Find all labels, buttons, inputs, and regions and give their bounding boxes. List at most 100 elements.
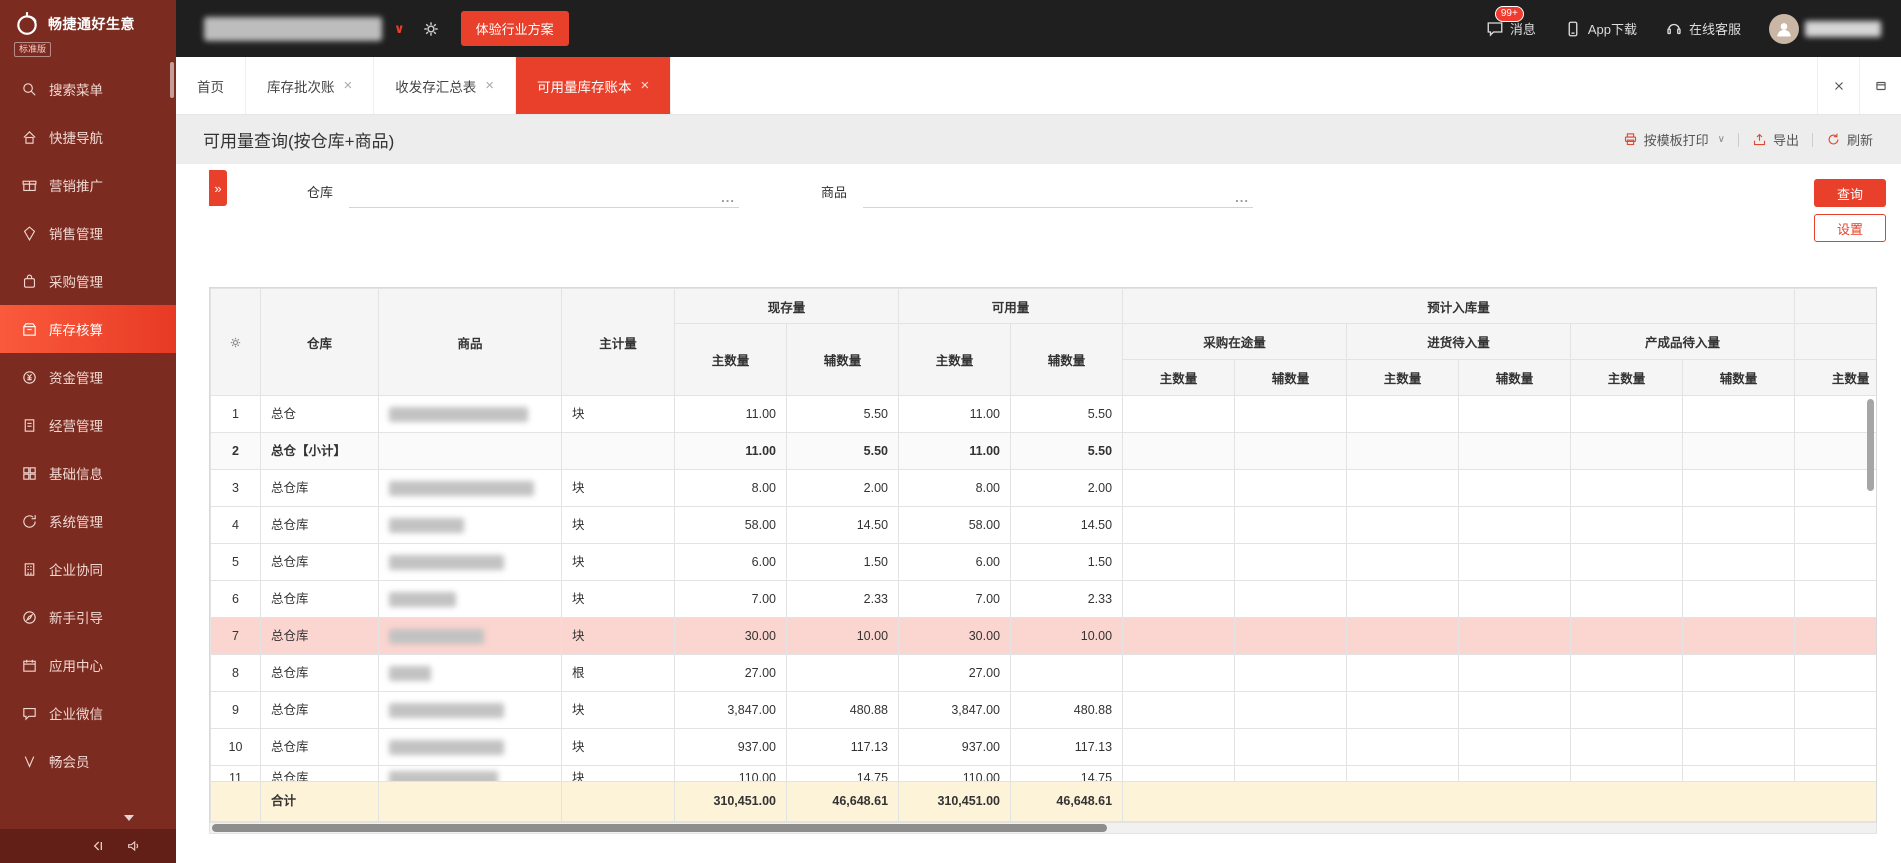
sidebar-item-quick-nav[interactable]: 快捷导航 — [0, 113, 176, 161]
app-download-button[interactable]: App下载 — [1564, 19, 1637, 38]
cell-finished-main[interactable] — [1570, 469, 1684, 507]
cell-incoming-aux[interactable] — [1458, 506, 1572, 544]
cell-finished-main[interactable] — [1570, 432, 1684, 470]
table-row[interactable]: 8 总仓库根 27.00 27.00 — [210, 654, 1876, 692]
cell-available-main-qty[interactable]: 6.00 — [898, 543, 1012, 581]
table-row[interactable]: 3 总仓库块 8.00 2.00 8.00 2.00 — [210, 469, 1876, 507]
cell-warehouse[interactable]: 总仓库 — [260, 728, 379, 766]
cell-incoming-aux[interactable] — [1458, 395, 1572, 433]
cell-incoming-aux[interactable] — [1458, 728, 1572, 766]
cell-current-aux-qty[interactable]: 5.50 — [785, 395, 900, 433]
sidebar-item-app-center[interactable]: 应用中心 — [0, 641, 176, 689]
cell-purchase-transit-main[interactable] — [1122, 432, 1236, 470]
online-service-button[interactable]: 在线客服 — [1665, 19, 1741, 38]
cell-available-aux-qty[interactable]: 5.50 — [1010, 395, 1124, 433]
cell-purchase-transit-main[interactable] — [1122, 617, 1236, 655]
cell-purchase-transit-aux[interactable] — [1234, 765, 1348, 782]
cell-clipped-main[interactable] — [1794, 691, 1876, 729]
cell-available-aux-qty[interactable]: 480.88 — [1010, 691, 1124, 729]
trial-plan-button[interactable]: 体验行业方案 — [460, 11, 569, 46]
cell-clipped-main[interactable] — [1794, 543, 1876, 581]
cell-clipped-main[interactable] — [1794, 469, 1876, 507]
cell-current-aux-qty[interactable]: 14.75 — [785, 765, 900, 782]
table-row[interactable]: 11 总仓库块 110.00 14.75 110.00 14.75 — [210, 765, 1876, 782]
cell-available-aux-qty[interactable]: 117.13 — [1010, 728, 1124, 766]
cell-clipped-main[interactable] — [1794, 654, 1876, 692]
cell-clipped-main[interactable] — [1794, 395, 1876, 433]
cell-incoming-main[interactable] — [1346, 617, 1460, 655]
cell-product[interactable] — [378, 654, 562, 692]
cell-product[interactable] — [378, 506, 562, 544]
horizontal-scrollbar[interactable] — [209, 823, 1877, 834]
cell-purchase-transit-main[interactable] — [1122, 691, 1236, 729]
tab-item[interactable]: 首页 — [176, 57, 246, 114]
org-name-redacted[interactable] — [204, 16, 382, 41]
cell-finished-aux[interactable] — [1682, 506, 1796, 544]
cell-available-aux-qty[interactable]: 2.33 — [1010, 580, 1124, 618]
product-picker-dots-icon[interactable]: ... — [1235, 190, 1250, 205]
cell-current-main-qty[interactable]: 7.00 — [674, 580, 787, 618]
sidebar-item-search[interactable]: 搜索菜单 — [0, 65, 176, 113]
cell-current-main-qty[interactable]: 937.00 — [674, 728, 787, 766]
horizontal-scrollbar-thumb[interactable] — [212, 824, 1107, 832]
cell-purchase-transit-main[interactable] — [1122, 728, 1236, 766]
cell-available-main-qty[interactable]: 11.00 — [898, 395, 1012, 433]
cell-purchase-transit-aux[interactable] — [1234, 432, 1348, 470]
cell-finished-main[interactable] — [1570, 580, 1684, 618]
cell-incoming-main[interactable] — [1346, 432, 1460, 470]
cell-finished-aux[interactable] — [1682, 543, 1796, 581]
refresh-button[interactable]: 刷新 — [1822, 130, 1877, 149]
close-tab-button[interactable] — [1817, 57, 1859, 114]
cell-available-main-qty[interactable]: 8.00 — [898, 469, 1012, 507]
cell-product[interactable] — [378, 543, 562, 581]
settings-button[interactable]: 设置 — [1814, 214, 1886, 242]
query-button[interactable]: 查询 — [1814, 179, 1886, 207]
cell-current-aux-qty[interactable]: 480.88 — [785, 691, 900, 729]
cell-warehouse[interactable]: 总仓【小计】 — [260, 432, 379, 470]
table-row[interactable]: 2 总仓【小计】 11.00 5.50 11.00 5.50 — [210, 432, 1876, 470]
cell-available-main-qty[interactable]: 27.00 — [898, 654, 1012, 692]
cell-current-aux-qty[interactable]: 14.50 — [785, 506, 900, 544]
sidebar-item-collaboration[interactable]: 企业协同 — [0, 545, 176, 593]
cell-current-main-qty[interactable]: 3,847.00 — [674, 691, 787, 729]
column-settings-header[interactable] — [210, 288, 261, 396]
cell-row-number[interactable]: 4 — [210, 506, 261, 544]
cell-warehouse[interactable]: 总仓库 — [260, 691, 379, 729]
cell-finished-aux[interactable] — [1682, 691, 1796, 729]
cell-purchase-transit-main[interactable] — [1122, 765, 1236, 782]
tab-close-icon[interactable]: × — [343, 77, 353, 94]
sidebar-scrollbar-thumb[interactable] — [170, 62, 174, 98]
cell-unit[interactable]: 块 — [561, 469, 675, 507]
announcement-speaker-icon[interactable] — [126, 838, 142, 854]
cell-unit[interactable]: 块 — [561, 765, 675, 782]
cell-product[interactable] — [378, 469, 562, 507]
cell-clipped-main[interactable] — [1794, 506, 1876, 544]
cell-available-main-qty[interactable]: 11.00 — [898, 432, 1012, 470]
cell-product[interactable] — [378, 580, 562, 618]
cell-incoming-main[interactable] — [1346, 654, 1460, 692]
cell-available-aux-qty[interactable]: 14.50 — [1010, 506, 1124, 544]
cell-current-main-qty[interactable]: 30.00 — [674, 617, 787, 655]
cell-product[interactable] — [378, 395, 562, 433]
table-row[interactable]: 1 总仓块 11.00 5.50 11.00 5.50 — [210, 395, 1876, 433]
cell-current-aux-qty[interactable]: 10.00 — [785, 617, 900, 655]
table-row[interactable]: 6 总仓库块 7.00 2.33 7.00 2.33 — [210, 580, 1876, 618]
tab-active[interactable]: 可用量库存账本 × — [516, 57, 672, 114]
cell-row-number[interactable]: 5 — [210, 543, 261, 581]
cell-available-main-qty[interactable]: 30.00 — [898, 617, 1012, 655]
cell-available-aux-qty[interactable]: 1.50 — [1010, 543, 1124, 581]
org-dropdown-caret-icon[interactable]: ∨ — [394, 20, 405, 36]
cell-unit[interactable]: 根 — [561, 654, 675, 692]
user-account[interactable] — [1769, 13, 1881, 44]
cell-available-main-qty[interactable]: 3,847.00 — [898, 691, 1012, 729]
tab-item[interactable]: 库存批次账 × — [246, 57, 375, 114]
cell-finished-aux[interactable] — [1682, 617, 1796, 655]
cell-finished-main[interactable] — [1570, 395, 1684, 433]
print-by-template-button[interactable]: 按模板打印 ∨ — [1619, 130, 1729, 149]
collapse-sidebar-icon[interactable] — [90, 838, 106, 854]
sidebar-item-base-info[interactable]: 基础信息 — [0, 449, 176, 497]
cell-finished-aux[interactable] — [1682, 432, 1796, 470]
cell-incoming-aux[interactable] — [1458, 543, 1572, 581]
sidebar-item-inventory[interactable]: 库存核算 — [0, 305, 176, 353]
cell-incoming-main[interactable] — [1346, 765, 1460, 782]
